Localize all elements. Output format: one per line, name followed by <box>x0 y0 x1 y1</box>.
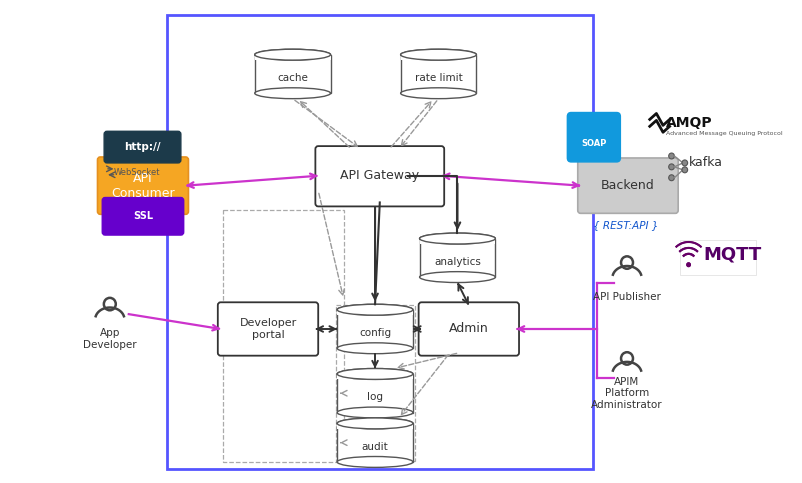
Text: config: config <box>358 328 391 338</box>
Ellipse shape <box>400 49 476 60</box>
Text: Backend: Backend <box>601 179 654 192</box>
Ellipse shape <box>400 49 476 60</box>
Text: MQTT: MQTT <box>703 246 761 264</box>
Ellipse shape <box>419 271 495 283</box>
Bar <box>400 55 476 93</box>
Circle shape <box>668 164 674 170</box>
Text: Developer
portal: Developer portal <box>239 318 296 340</box>
Text: WebSocket: WebSocket <box>114 168 160 177</box>
Text: http://: http:// <box>124 142 160 152</box>
Text: audit: audit <box>361 441 388 452</box>
Bar <box>336 305 415 461</box>
Bar <box>337 374 412 379</box>
Ellipse shape <box>337 343 412 354</box>
Circle shape <box>686 262 690 267</box>
Text: rate limit: rate limit <box>414 73 462 83</box>
Ellipse shape <box>419 233 495 244</box>
Bar <box>419 239 495 277</box>
Bar <box>679 240 755 275</box>
Bar <box>167 14 592 469</box>
Bar <box>254 55 330 60</box>
Bar <box>222 211 343 462</box>
Text: cache: cache <box>277 73 308 83</box>
FancyBboxPatch shape <box>418 302 518 355</box>
Text: SSL: SSL <box>133 211 153 221</box>
Circle shape <box>668 153 674 159</box>
Circle shape <box>668 175 674 181</box>
Ellipse shape <box>254 88 330 99</box>
Text: SOAP: SOAP <box>581 139 606 148</box>
Bar <box>337 424 412 462</box>
Ellipse shape <box>400 88 476 99</box>
Bar <box>337 310 412 315</box>
Circle shape <box>686 262 690 267</box>
Ellipse shape <box>254 49 330 60</box>
Circle shape <box>681 160 687 166</box>
FancyBboxPatch shape <box>97 157 188 214</box>
Bar <box>400 55 476 60</box>
Bar <box>419 239 495 244</box>
Text: API
Consumer: API Consumer <box>111 171 175 199</box>
Ellipse shape <box>337 418 412 429</box>
Text: Admin: Admin <box>448 323 488 336</box>
FancyBboxPatch shape <box>577 158 678 213</box>
Bar <box>337 310 412 348</box>
Ellipse shape <box>337 418 412 429</box>
Text: API Publisher: API Publisher <box>593 292 660 302</box>
Ellipse shape <box>337 369 412 379</box>
FancyBboxPatch shape <box>567 113 620 162</box>
Text: log: log <box>367 392 383 402</box>
FancyBboxPatch shape <box>217 302 318 355</box>
Bar <box>254 55 330 93</box>
Text: analytics: analytics <box>434 257 480 267</box>
Text: Advanced Message Queuing Protocol: Advanced Message Queuing Protocol <box>665 131 781 136</box>
FancyBboxPatch shape <box>315 146 444 206</box>
Ellipse shape <box>419 233 495 244</box>
Ellipse shape <box>337 407 412 418</box>
Text: APIM
Platform
Administrator: APIM Platform Administrator <box>590 377 662 410</box>
Ellipse shape <box>254 49 330 60</box>
Bar <box>337 374 412 412</box>
Ellipse shape <box>337 369 412 379</box>
Bar <box>337 424 412 429</box>
Circle shape <box>681 167 687 173</box>
Text: API Gateway: API Gateway <box>340 169 419 182</box>
FancyBboxPatch shape <box>102 198 184 235</box>
Ellipse shape <box>337 304 412 315</box>
Text: AMQP: AMQP <box>665 116 711 130</box>
Ellipse shape <box>337 456 412 468</box>
FancyBboxPatch shape <box>104 131 180 163</box>
Text: App
Developer: App Developer <box>83 328 136 350</box>
Text: { REST:API }: { REST:API } <box>593 220 658 230</box>
Ellipse shape <box>337 304 412 315</box>
Text: kafka: kafka <box>688 156 722 170</box>
